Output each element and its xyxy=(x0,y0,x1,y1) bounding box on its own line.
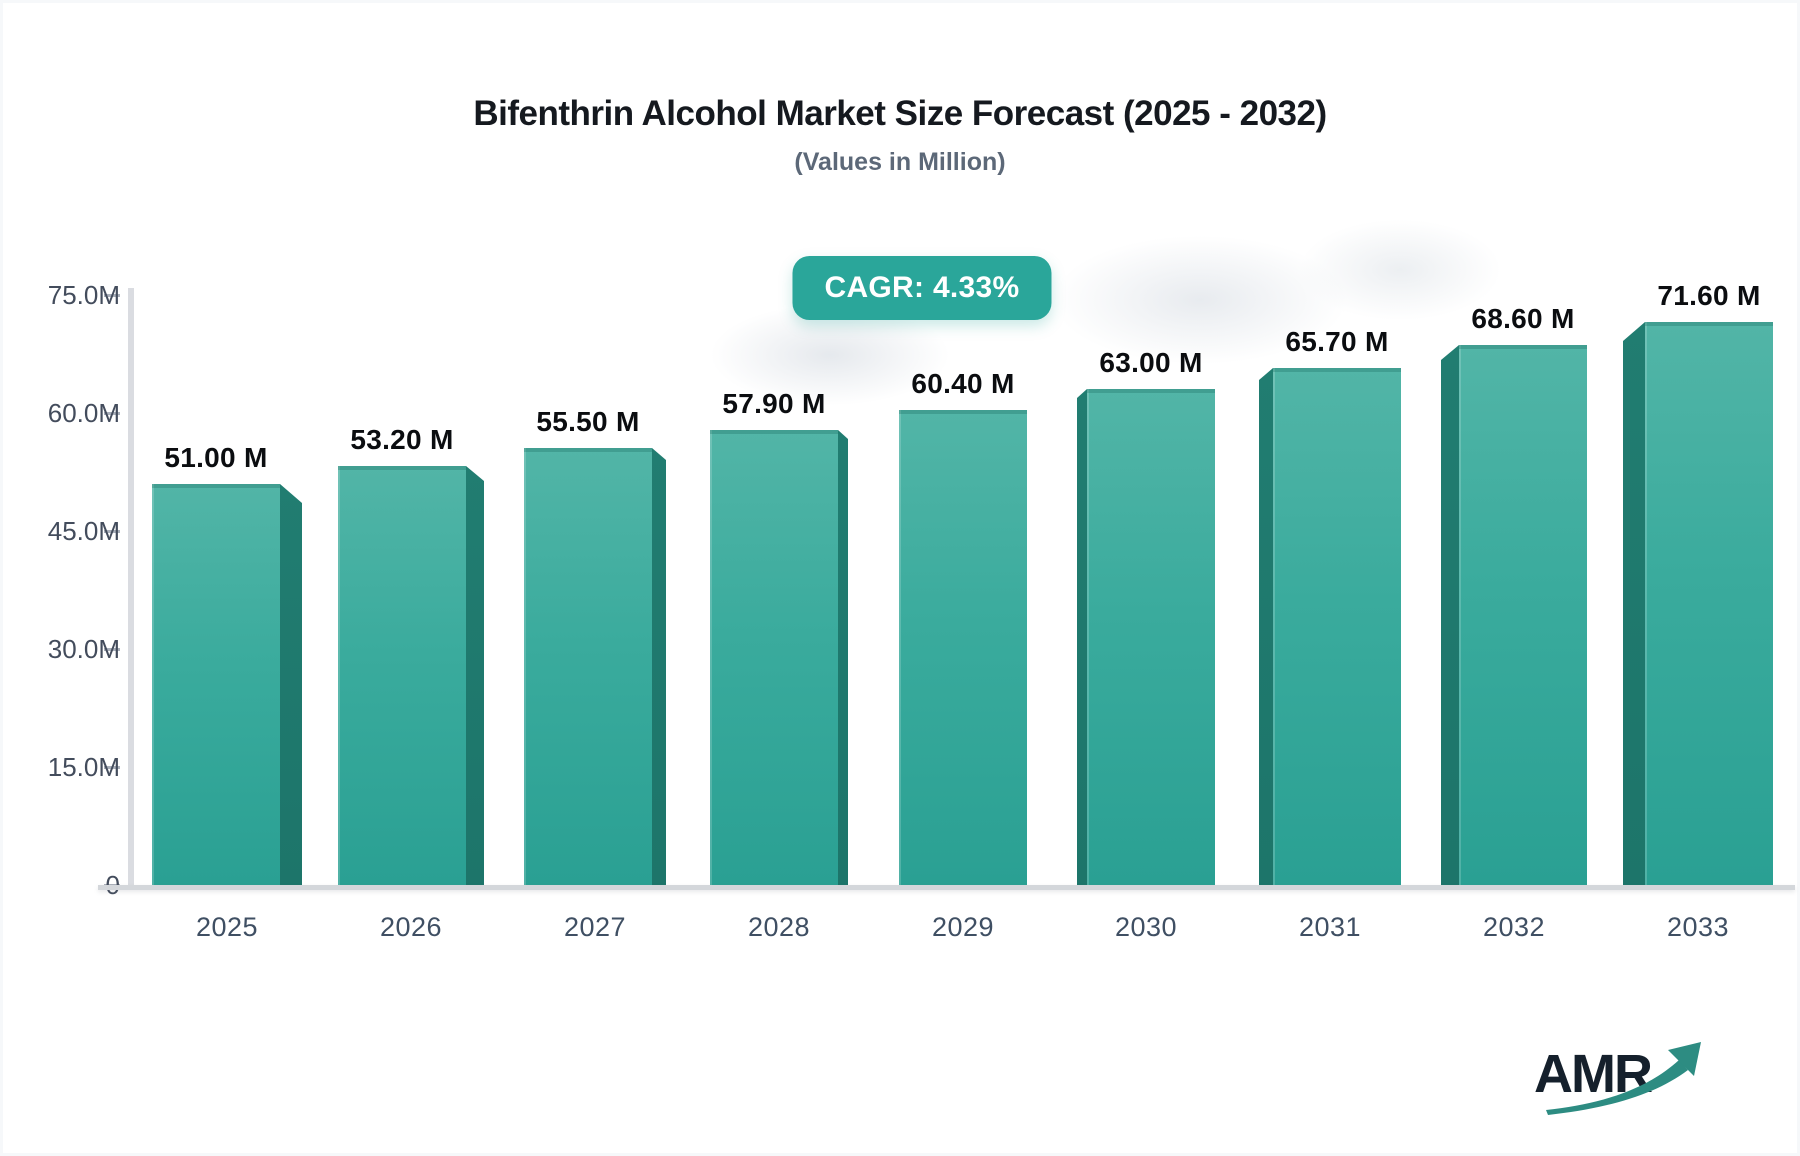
x-axis-label: 2025 xyxy=(195,912,259,942)
y-axis-tick xyxy=(104,412,120,415)
y-axis-tick-label: 60.0M xyxy=(47,398,120,428)
bar-2033 xyxy=(1623,322,1773,885)
bar-2025 xyxy=(152,484,302,885)
x-axis-label: 2032 xyxy=(1482,912,1546,942)
bar-2026 xyxy=(338,466,484,885)
bar-side-face xyxy=(1259,368,1273,885)
chart-title: Bifenthrin Alcohol Market Size Forecast … xyxy=(473,94,1327,133)
y-axis-tick-label: 75.0M xyxy=(47,280,120,310)
bar-front-face xyxy=(710,430,838,885)
bar-2027 xyxy=(524,448,666,885)
amr-logo: AMR xyxy=(1534,1042,1701,1115)
x-axis-label: 2033 xyxy=(1666,912,1730,942)
x-axis-label: 2029 xyxy=(931,912,995,942)
bar-value-label: 71.60 M xyxy=(1657,280,1761,311)
bar-front-face xyxy=(1645,322,1773,885)
x-axis-label: 2027 xyxy=(563,912,627,942)
bar-side-face xyxy=(1077,389,1087,885)
bar-front-face xyxy=(338,466,466,885)
bar-value-label: 53.20 M xyxy=(350,424,454,455)
bar-side-face xyxy=(280,484,302,885)
x-axis-line xyxy=(98,885,1795,890)
bar-front-face xyxy=(152,484,280,885)
bar-side-face xyxy=(466,466,484,885)
y-axis-tick xyxy=(104,294,120,297)
bar-value-label: 55.50 M xyxy=(536,406,640,437)
bar-value-label: 68.60 M xyxy=(1471,303,1575,334)
x-axis-label: 2026 xyxy=(379,912,443,942)
bar-2031 xyxy=(1259,368,1401,885)
bar-value-label: 63.00 M xyxy=(1099,347,1203,378)
bar-value-label: 65.70 M xyxy=(1285,326,1389,357)
bar-front-face xyxy=(1459,345,1587,885)
bar-2029 xyxy=(899,410,1027,885)
bar-value-label: 51.00 M xyxy=(164,442,268,473)
bar-front-face xyxy=(1273,368,1401,885)
bar-value-label: 60.40 M xyxy=(911,368,1015,399)
y-axis-line xyxy=(128,288,134,888)
bar-value-label: 57.90 M xyxy=(722,388,826,419)
y-axis-tick-label: 15.0M xyxy=(47,752,120,782)
bar-side-face xyxy=(838,430,848,885)
bar-2030 xyxy=(1077,389,1215,885)
bar-front-face xyxy=(899,410,1027,885)
y-axis-tick-label: 45.0M xyxy=(47,516,120,546)
y-axis-tick xyxy=(104,766,120,769)
y-axis-tick xyxy=(104,648,120,651)
bar-2032 xyxy=(1441,345,1587,885)
chart-subtitle: (Values in Million) xyxy=(794,148,1006,176)
bar-front-face xyxy=(524,448,652,885)
x-axis-label: 2030 xyxy=(1114,912,1178,942)
y-axis-tick-label: 30.0M xyxy=(47,634,120,664)
y-axis-tick xyxy=(104,530,120,533)
x-axis-label: 2028 xyxy=(747,912,811,942)
bar-2028 xyxy=(710,430,848,885)
bar-front-face xyxy=(1087,389,1215,885)
bar-side-face xyxy=(1623,322,1645,885)
bar-side-face xyxy=(652,448,666,885)
bar-side-face xyxy=(1441,345,1459,885)
x-axis-label: 2031 xyxy=(1298,912,1362,942)
amr-logo-arrowhead xyxy=(1668,1042,1701,1076)
cagr-badge: CAGR: 4.33% xyxy=(792,256,1052,320)
amr-logo-arrow-swoosh xyxy=(1546,1060,1688,1115)
